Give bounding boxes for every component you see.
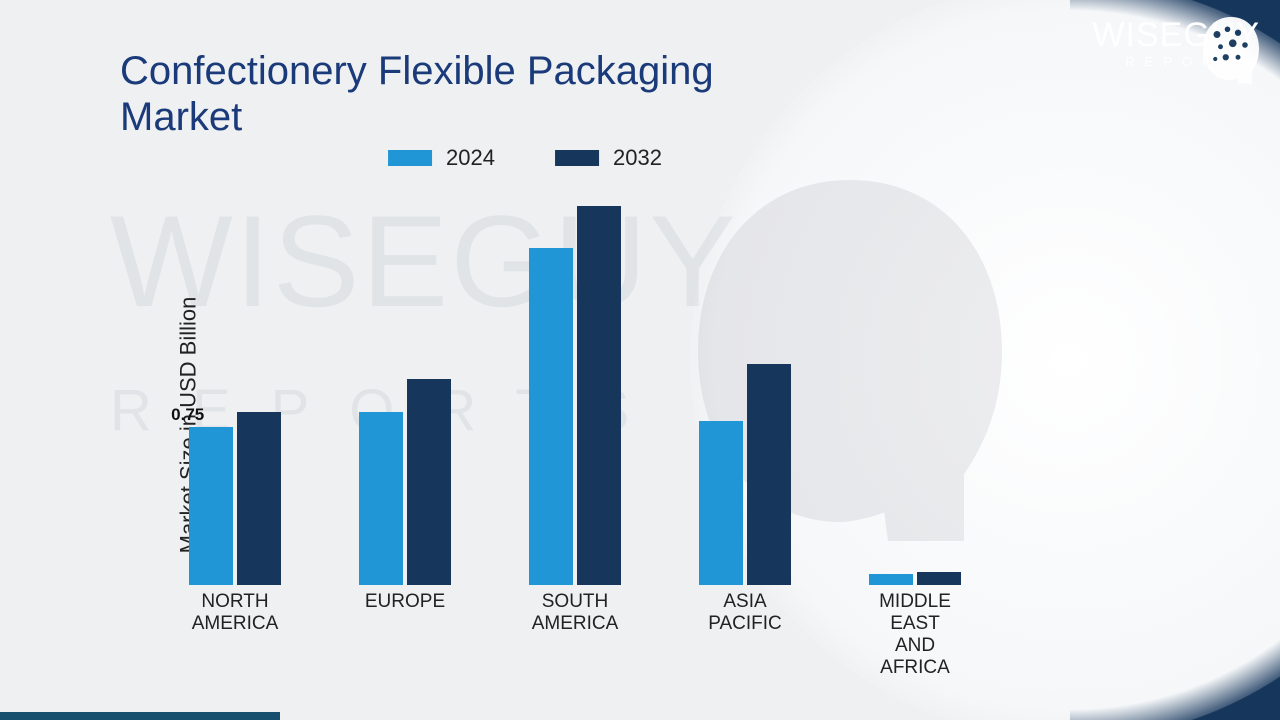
bar-chart: Market Size in USD Billion 2024 2032 0.7… (60, 145, 990, 705)
logo-word-wise: WISE (1092, 16, 1183, 54)
plot-area: 0.75 (140, 185, 990, 585)
bar (237, 412, 281, 585)
category-label: EUROPE (330, 591, 480, 613)
legend-swatch-2032 (555, 150, 599, 166)
category-label: ASIAPACIFIC (670, 591, 820, 635)
legend-item-2032: 2032 (555, 145, 662, 171)
bar (189, 427, 233, 585)
legend-label-2024: 2024 (446, 145, 495, 171)
bar-value-label: 0.75 (171, 405, 204, 425)
bar (577, 206, 621, 585)
bar (407, 379, 451, 585)
category-label: MIDDLEEASTANDAFRICA (840, 591, 990, 678)
legend: 2024 2032 (388, 145, 662, 171)
x-axis-labels: NORTHAMERICA EUROPE SOUTHAMERICA ASIAPACIFI… (140, 585, 990, 705)
logo-head-icon (1196, 12, 1266, 92)
chart-title: Confectionery Flexible Packaging Market (120, 48, 840, 140)
bar (699, 421, 743, 585)
bar (359, 412, 403, 585)
legend-item-2024: 2024 (388, 145, 495, 171)
brand-logo: WISEGUY REPORTS (1035, 18, 1260, 69)
bar (917, 572, 961, 585)
category-label: SOUTHAMERICA (500, 591, 650, 635)
bottom-accent-bar (0, 712, 280, 720)
legend-swatch-2024 (388, 150, 432, 166)
legend-label-2032: 2032 (613, 145, 662, 171)
bar (869, 574, 913, 585)
report-canvas: WISEGUY REPORTS WISEGUY REPORTS Confecti… (0, 0, 1280, 720)
category-label: NORTHAMERICA (160, 591, 310, 635)
bar (747, 364, 791, 585)
bar (529, 248, 573, 585)
